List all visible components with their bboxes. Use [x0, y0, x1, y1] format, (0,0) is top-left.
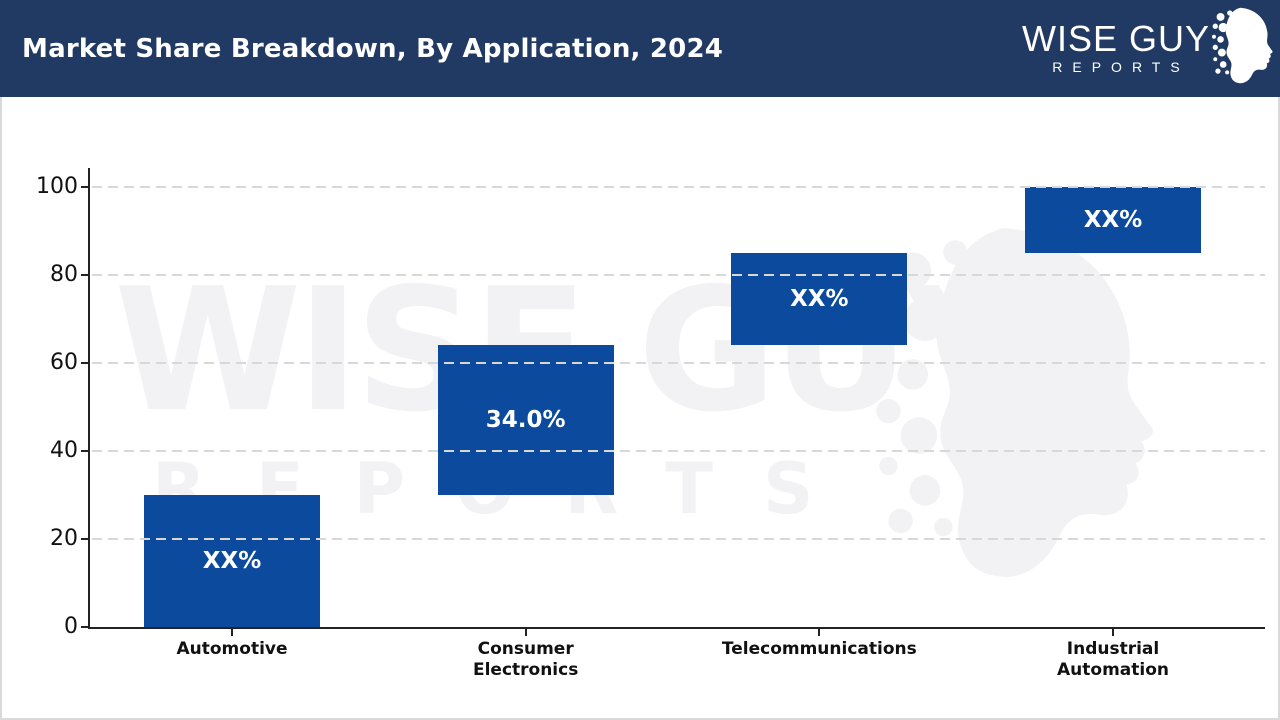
- grid-line: [92, 450, 1265, 452]
- watermark-head-icon: [873, 228, 1154, 577]
- y-tick-mark: [81, 450, 90, 452]
- y-tick-mark: [81, 626, 90, 628]
- grid-line: [92, 362, 1265, 364]
- x-axis-line: [88, 627, 1265, 629]
- x-category-label: Telecommunications: [721, 639, 917, 659]
- y-tick-mark: [81, 538, 90, 540]
- bar-value-label: XX%: [1083, 207, 1143, 233]
- chart-title: Market Share Breakdown, By Application, …: [22, 33, 724, 64]
- grid-line: [92, 274, 1265, 276]
- brand-logo: WISE GUY REPORTS: [1021, 18, 1210, 76]
- bar-value-label: 34.0%: [485, 407, 566, 434]
- x-category-label: Industrial Automation: [1057, 639, 1169, 680]
- x-tick-mark: [1112, 628, 1114, 636]
- x-category-label: Consumer Electronics: [472, 639, 579, 680]
- grid-line: [92, 538, 1265, 540]
- y-tick-label: 80: [50, 262, 78, 287]
- bar-segment: [437, 345, 614, 495]
- y-tick-label: 0: [64, 614, 78, 639]
- x-tick-mark: [524, 628, 527, 636]
- bar-segment: [144, 495, 320, 627]
- y-tick-label: 40: [50, 438, 78, 463]
- y-tick-label: 20: [50, 526, 78, 551]
- bar-value-label: XX%: [202, 548, 262, 574]
- y-tick-mark: [81, 362, 90, 364]
- grid-line: [92, 186, 1265, 188]
- header-bar: Market Share Breakdown, By Application, …: [0, 0, 1280, 97]
- x-category-label: Automotive: [176, 639, 288, 659]
- y-tick-mark: [81, 186, 90, 188]
- bar-value-label: XX%: [790, 286, 849, 313]
- logo-head-icon: [1211, 7, 1273, 84]
- logo-subtitle: REPORTS: [1052, 59, 1190, 75]
- x-tick-mark: [231, 628, 233, 636]
- logo-wordmark: WISE GUY: [1021, 18, 1210, 59]
- bar-segment: [731, 253, 908, 346]
- y-axis-line: [88, 168, 90, 629]
- x-tick-mark: [818, 628, 821, 636]
- y-tick-mark: [81, 274, 90, 276]
- y-tick-label: 60: [50, 350, 78, 375]
- y-tick-label: 100: [36, 174, 78, 199]
